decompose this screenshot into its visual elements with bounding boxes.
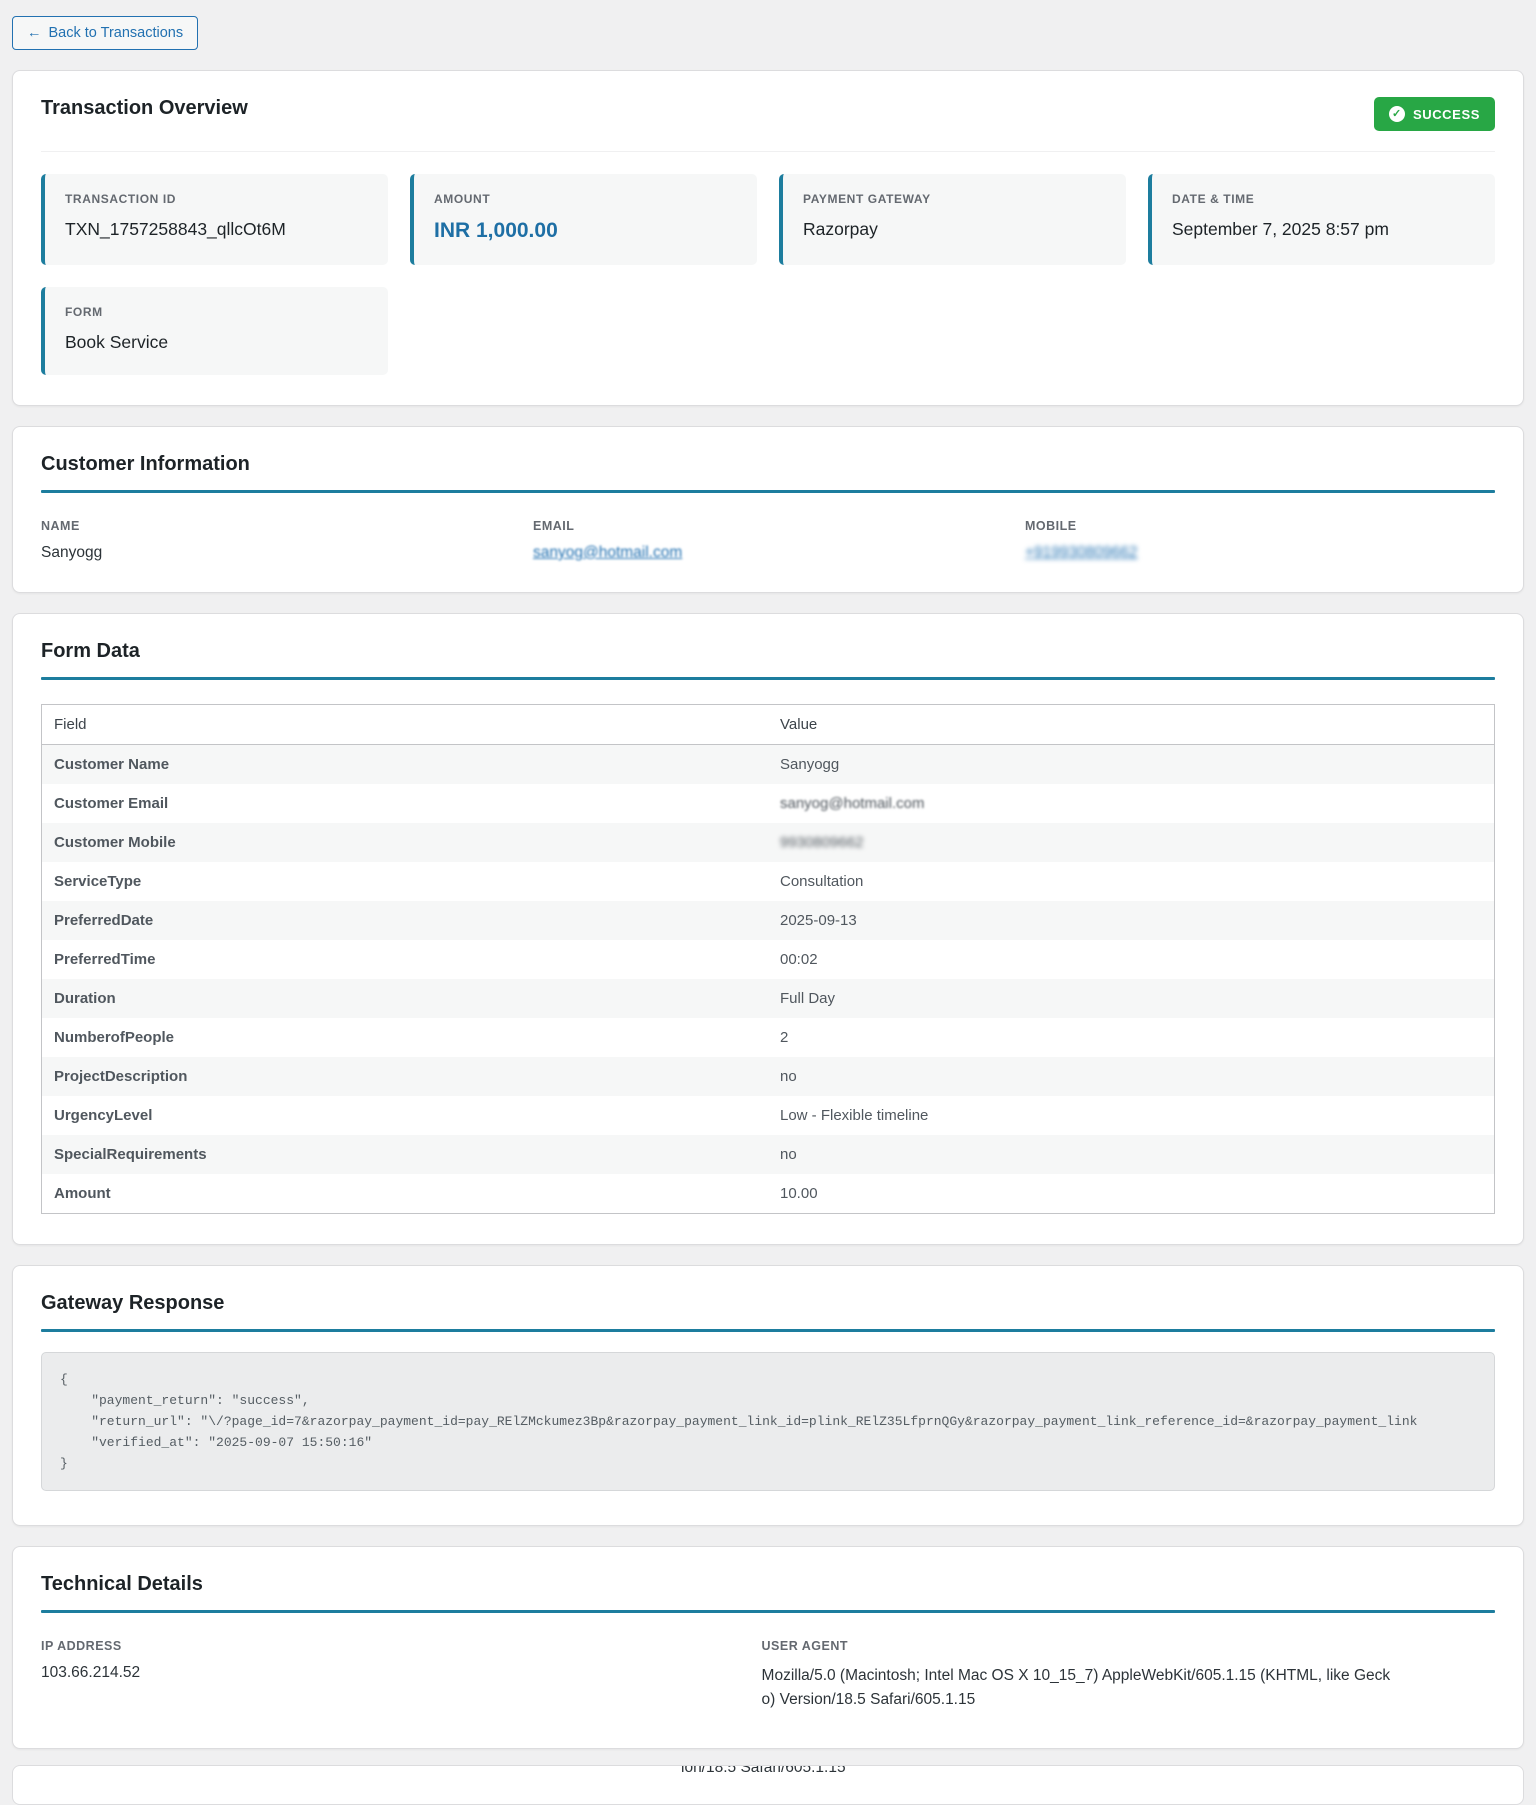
- row-value: no: [780, 1068, 797, 1085]
- status-badge: ✓ SUCCESS: [1373, 97, 1495, 131]
- stat-form: FORM Book Service: [41, 287, 388, 375]
- clipped-user-agent-text: ion/18.5 Safari/605.1.15: [681, 1765, 846, 1777]
- customer-name-field: NAME Sanyogg: [41, 519, 511, 562]
- stat-value: TXN_1757258843_qllcOt6M: [65, 219, 286, 239]
- section-underline: [41, 677, 1495, 680]
- field-label: USER AGENT: [761, 1639, 849, 1653]
- stat-transaction-id: TRANSACTION ID TXN_1757258843_qllcOt6M: [41, 174, 388, 265]
- stat-label: AMOUNT: [434, 192, 491, 206]
- row-field: SpecialRequirements: [54, 1146, 207, 1163]
- field-label: IP ADDRESS: [41, 1639, 122, 1653]
- row-field: ProjectDescription: [54, 1068, 188, 1085]
- form-data-table: Field Value Customer Name Sanyogg Custom…: [41, 704, 1495, 1214]
- stat-label: TRANSACTION ID: [65, 192, 177, 206]
- table-row: Amount 10.00: [42, 1174, 1495, 1214]
- technical-details-title: Technical Details: [41, 1573, 203, 1595]
- section-underline: [41, 1610, 1495, 1613]
- stat-value: INR 1,000.00: [434, 219, 558, 242]
- customer-information-card: Customer Information NAME Sanyogg EMAIL …: [12, 426, 1524, 593]
- stat-date-time: DATE & TIME September 7, 2025 8:57 pm: [1148, 174, 1495, 265]
- customer-email-field: EMAIL sanyog@hotmail.com: [533, 519, 1003, 562]
- table-row: UrgencyLevel Low - Flexible timeline: [42, 1096, 1495, 1135]
- customer-name-value: Sanyogg: [41, 544, 103, 561]
- table-row: Duration Full Day: [41, 979, 1495, 1018]
- transaction-overview-title: Transaction Overview: [41, 97, 248, 119]
- row-field: Duration: [54, 990, 116, 1007]
- column-header-field: Field: [41, 704, 768, 745]
- stat-label: DATE & TIME: [1172, 192, 1255, 206]
- customer-mobile-link[interactable]: +919930809662: [1025, 544, 1138, 561]
- table-row: Customer Mobile 9930809662: [41, 823, 1495, 862]
- check-circle-icon: ✓: [1388, 106, 1405, 122]
- section-underline: [41, 1329, 1495, 1332]
- row-value: Sanyogg: [780, 756, 840, 773]
- table-row: PreferredDate 2025-09-13: [41, 901, 1495, 940]
- field-label: EMAIL: [533, 519, 575, 533]
- section-underline: [41, 490, 1495, 493]
- row-field: Customer Mobile: [54, 834, 176, 851]
- gateway-response-card: Gateway Response { "payment_return": "su…: [12, 1265, 1524, 1526]
- back-to-transactions-button[interactable]: ← Back to Transactions: [12, 16, 199, 50]
- transaction-overview-card: Transaction Overview ✓ SUCCESS TRANSACTI…: [12, 70, 1524, 406]
- row-field: Customer Name: [54, 756, 170, 773]
- row-value: 2: [780, 1029, 789, 1046]
- stat-value: September 7, 2025 8:57 pm: [1172, 219, 1389, 239]
- row-field: PreferredTime: [54, 951, 156, 968]
- technical-details-card: Technical Details IP ADDRESS 103.66.214.…: [12, 1546, 1524, 1750]
- gateway-response-title: Gateway Response: [41, 1292, 225, 1314]
- row-field: PreferredDate: [54, 912, 154, 929]
- row-value: Consultation: [780, 873, 864, 890]
- status-badge-label: SUCCESS: [1412, 106, 1480, 122]
- field-label: MOBILE: [1025, 519, 1077, 533]
- row-field: ServiceType: [54, 873, 142, 890]
- back-arrow-icon: ←: [27, 25, 42, 41]
- partial-bottom-card: ion/18.5 Safari/605.1.15: [12, 1765, 1524, 1805]
- column-header-value: Value: [768, 704, 1495, 745]
- back-button-label: Back to Transactions: [48, 25, 184, 41]
- ip-address-field: IP ADDRESS 103.66.214.52: [41, 1639, 740, 1712]
- table-row: NumberofPeople 2: [42, 1018, 1495, 1057]
- customer-information-title: Customer Information: [41, 453, 250, 475]
- row-value: 2025-09-13: [780, 912, 857, 929]
- stat-value: Razorpay: [803, 219, 878, 239]
- row-value: 00:02: [780, 951, 818, 968]
- stat-payment-gateway: PAYMENT GATEWAY Razorpay: [779, 174, 1126, 265]
- customer-mobile-field: MOBILE +919930809662: [1025, 519, 1495, 562]
- gateway-response-code: { "payment_return": "success", "return_u…: [41, 1352, 1495, 1491]
- row-value: no: [780, 1146, 797, 1163]
- ip-address-value: 103.66.214.52: [41, 1664, 141, 1681]
- table-row: PreferredTime 00:02: [42, 940, 1495, 979]
- stat-label: PAYMENT GATEWAY: [803, 192, 931, 206]
- customer-email-link[interactable]: sanyog@hotmail.com: [533, 544, 683, 561]
- row-field: Customer Email: [54, 795, 169, 812]
- row-field: Amount: [54, 1185, 111, 1202]
- table-row: Customer Email sanyog@hotmail.com: [42, 784, 1495, 823]
- stat-label: FORM: [65, 305, 103, 319]
- row-value: Full Day: [780, 990, 836, 1007]
- stat-amount: AMOUNT INR 1,000.00: [410, 174, 757, 265]
- field-label: NAME: [41, 519, 80, 533]
- table-row: Customer Name Sanyogg: [41, 744, 1495, 784]
- table-row: ProjectDescription no: [41, 1057, 1495, 1096]
- row-field: NumberofPeople: [54, 1029, 175, 1046]
- user-agent-field: USER AGENT Mozilla/5.0 (Macintosh; Intel…: [762, 1639, 1495, 1712]
- table-row: SpecialRequirements no: [41, 1135, 1495, 1174]
- table-row: ServiceType Consultation: [42, 862, 1495, 901]
- row-value: 10.00: [780, 1185, 818, 1202]
- row-field: UrgencyLevel: [54, 1107, 153, 1124]
- divider: [41, 151, 1495, 152]
- user-agent-value: Mozilla/5.0 (Macintosh; Intel Mac OS X 1…: [761, 1667, 1391, 1709]
- row-value: Low - Flexible timeline: [780, 1107, 929, 1124]
- form-data-card: Form Data Field Value Customer Name Sany…: [12, 613, 1524, 1245]
- form-data-title: Form Data: [41, 640, 140, 662]
- row-value: 9930809662: [780, 834, 864, 851]
- row-value: sanyog@hotmail.com: [780, 795, 925, 812]
- stat-value: Book Service: [65, 332, 169, 352]
